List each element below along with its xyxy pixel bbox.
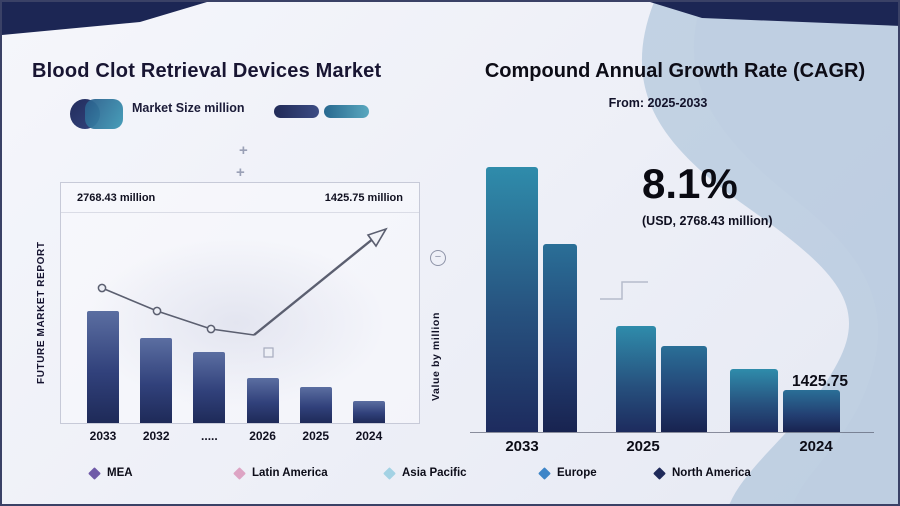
left-chart-bar-2025 xyxy=(299,387,332,423)
annotation-left-value: 2768.43 million xyxy=(77,191,156,204)
trend-line xyxy=(101,287,255,336)
trend-marker xyxy=(152,306,162,316)
right-chart-bar-2033-2 xyxy=(543,244,577,432)
left-chart-x-label: 2032 xyxy=(142,429,170,443)
right-chart-bar-2033-1 xyxy=(486,167,538,432)
legend-item-label: Latin America xyxy=(252,467,328,479)
left-chart-bars xyxy=(87,182,385,423)
legend-item-label: Europe xyxy=(557,467,597,479)
left-chart-x-label: ..... xyxy=(201,429,218,443)
value-by-million-label: Value by million xyxy=(430,312,442,402)
trend-marker xyxy=(97,283,107,293)
legend-diamond-icon xyxy=(538,466,551,480)
right-chart-bars xyxy=(470,167,874,432)
chart-background-blob xyxy=(86,238,386,408)
legend-item-label: Asia Pacific xyxy=(402,467,467,479)
legend-diamond-icon xyxy=(383,466,396,480)
square-decoration xyxy=(263,347,274,358)
right-chart-x-label: 2025 xyxy=(626,438,660,455)
legend-item-latin-america: Latin America xyxy=(233,466,328,480)
left-chart-bar-2026 xyxy=(246,378,279,423)
legend-diamond-icon xyxy=(233,466,246,480)
legend-item-asia-pacific: Asia Pacific xyxy=(383,466,467,480)
left-chart-x-label: 2026 xyxy=(249,429,276,443)
legend-diamond-icon xyxy=(653,466,666,480)
right-chart-title: Compound Annual Growth Rate (CAGR) xyxy=(484,60,866,82)
right-chart-x-axis-line xyxy=(470,432,874,433)
left-chart-bar-..... xyxy=(193,352,226,423)
legend-item-europe: Europe xyxy=(538,466,597,480)
left-chart-title: Blood Clot Retrieval Devices Market xyxy=(32,60,382,82)
right-chart-bar-2025-2 xyxy=(661,346,707,432)
growth-arrow-head xyxy=(366,227,388,248)
plus-decoration: + xyxy=(236,164,245,181)
left-chart-bar-2032 xyxy=(140,338,173,423)
right-chart-bar-2024-1 xyxy=(730,369,778,432)
annotation-right-value: 1425.75 million xyxy=(324,191,403,204)
growth-arrow-shaft xyxy=(253,237,375,336)
legend-item-label: MEA xyxy=(107,467,133,479)
legend-item-label: North America xyxy=(672,467,751,479)
right-chart-x-label: 2033 xyxy=(505,438,539,455)
plus-decoration: + xyxy=(239,142,248,159)
left-chart-x-label: 2025 xyxy=(302,429,330,443)
trend-line-overlay xyxy=(97,227,388,358)
market-size-legend-label: Market Size million xyxy=(132,101,245,115)
legend-diamond-icon xyxy=(88,466,101,480)
cagr-period-label: From: 2025-2033 xyxy=(608,96,708,110)
chart-annotation-row: 2768.43 million 1425.75 million xyxy=(61,183,419,213)
left-chart-area: 2768.43 million 1425.75 million xyxy=(60,182,420,424)
right-chart-bar-2025-1 xyxy=(616,326,656,432)
database-icon xyxy=(70,97,124,131)
right-chart-bar-2024-2 xyxy=(783,390,840,432)
left-chart-bar-2024 xyxy=(352,401,385,423)
legend-item-mea: MEA xyxy=(88,466,133,480)
bar-value-label: 1425.75 xyxy=(792,373,849,390)
left-chart-x-label: 2033 xyxy=(89,429,117,443)
database-icon-front xyxy=(85,99,123,129)
future-market-report-label: FUTURE MARKET REPORT xyxy=(36,241,47,385)
step-line-decoration xyxy=(600,281,648,300)
minus-circle-decoration: − xyxy=(430,250,446,266)
left-chart-x-label: 2024 xyxy=(355,429,383,443)
legend-pill-teal xyxy=(324,105,369,118)
legend-pill-navy xyxy=(274,105,319,118)
trend-marker xyxy=(206,324,216,334)
left-chart-bar-2033 xyxy=(87,311,119,423)
left-chart-x-axis: 2033 2032..... 2026 2025 2024 xyxy=(83,429,389,443)
legend-item-north-america: North America xyxy=(653,466,751,480)
right-chart-x-label: 2024 xyxy=(799,438,833,455)
